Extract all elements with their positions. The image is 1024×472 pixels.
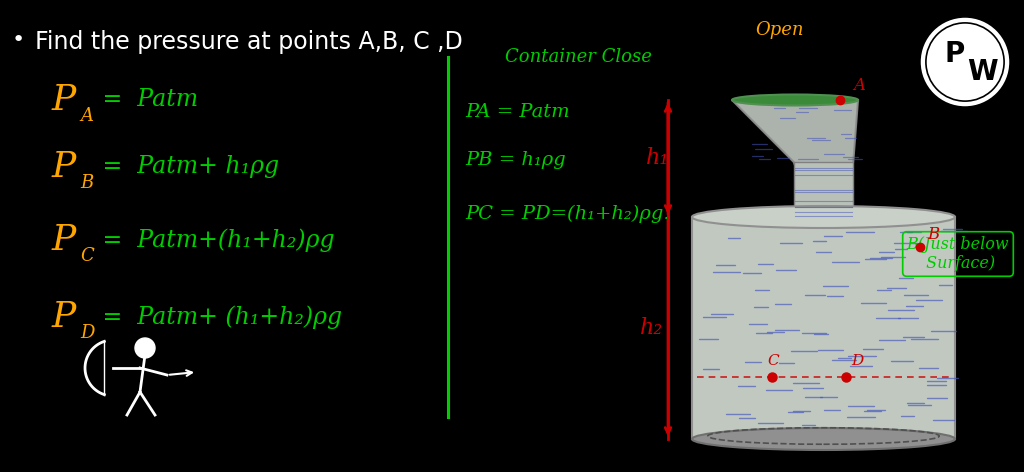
Text: B: B: [80, 174, 93, 192]
Text: W: W: [967, 58, 997, 86]
Text: h₂: h₂: [640, 317, 664, 339]
Text: A: A: [80, 107, 93, 125]
Text: P: P: [945, 40, 966, 68]
Text: P: P: [52, 300, 76, 334]
Circle shape: [919, 16, 1011, 108]
Ellipse shape: [692, 206, 955, 228]
Text: Find the pressure at points A,B, C ,D: Find the pressure at points A,B, C ,D: [35, 30, 463, 54]
Text: =  Patm+(h₁+h₂)ρg: = Patm+(h₁+h₂)ρg: [95, 228, 335, 252]
Circle shape: [135, 338, 155, 358]
Text: D: D: [852, 354, 864, 368]
Text: Container Close: Container Close: [505, 48, 652, 66]
Text: =  Patm+ h₁ρg: = Patm+ h₁ρg: [95, 155, 280, 178]
Ellipse shape: [732, 94, 858, 106]
Text: B: B: [927, 226, 939, 243]
Text: PC = PD=(h₁+h₂)ρg.: PC = PD=(h₁+h₂)ρg.: [465, 205, 670, 223]
Text: C: C: [80, 247, 94, 265]
Text: P: P: [52, 223, 76, 257]
Polygon shape: [732, 100, 858, 220]
Text: A: A: [853, 77, 865, 94]
Text: C: C: [768, 354, 779, 368]
Text: B(Just below
 Surface): B(Just below Surface): [906, 236, 1010, 272]
Text: =  Patm+ (h₁+h₂)ρg: = Patm+ (h₁+h₂)ρg: [95, 305, 342, 329]
Text: PB = h₁ρg: PB = h₁ρg: [465, 151, 565, 169]
Polygon shape: [794, 162, 853, 220]
Text: PA = Patm: PA = Patm: [465, 103, 569, 121]
Polygon shape: [692, 217, 955, 439]
Text: Open: Open: [755, 21, 804, 39]
Text: P: P: [52, 150, 76, 184]
Text: D: D: [80, 324, 94, 342]
Ellipse shape: [692, 428, 955, 450]
Text: P: P: [52, 83, 76, 117]
Text: •: •: [12, 30, 26, 50]
Text: h₁: h₁: [646, 147, 670, 169]
Text: =  Patm: = Patm: [95, 88, 198, 111]
